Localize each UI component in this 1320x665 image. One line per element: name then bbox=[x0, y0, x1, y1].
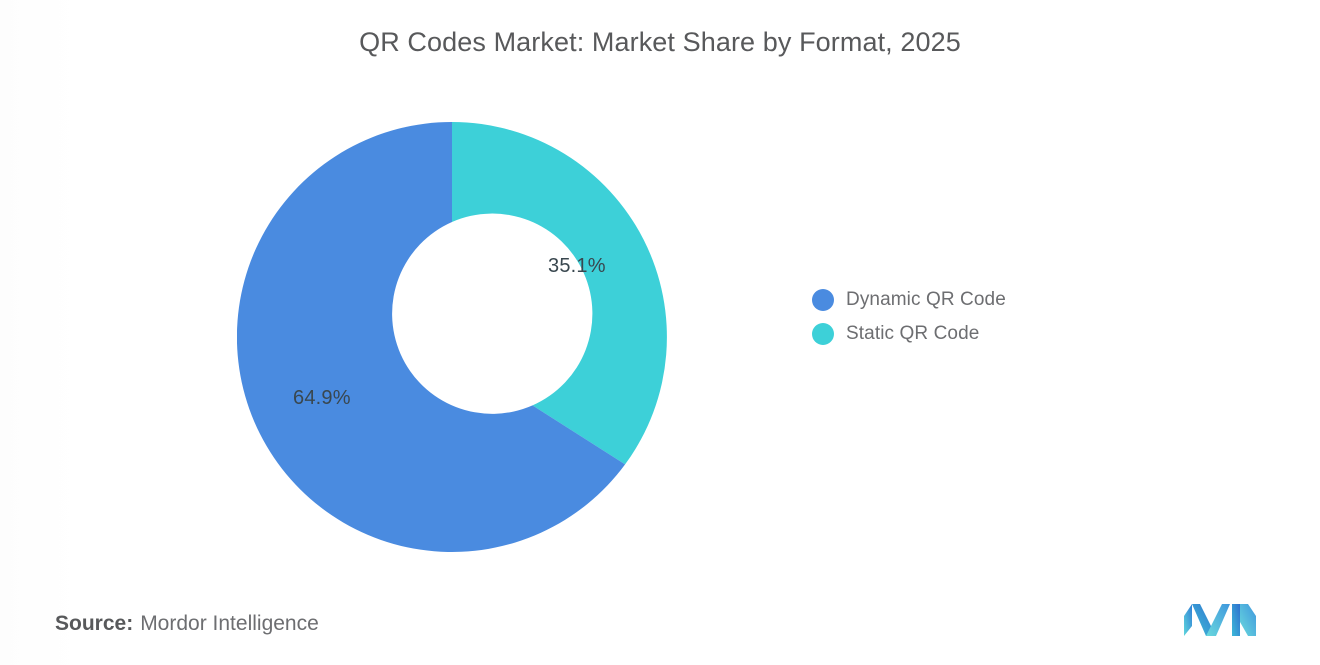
logo-svg bbox=[1184, 604, 1256, 636]
donut-label-static-qr-code: 35.1% bbox=[548, 255, 606, 277]
donut-slice-dynamic-qr-code[interactable] bbox=[237, 122, 626, 552]
donut-label-dynamic-qr-code: 64.9% bbox=[293, 387, 351, 409]
mordor-intelligence-logo-icon bbox=[1184, 600, 1256, 638]
chart-title: QR Codes Market: Market Share by Format,… bbox=[359, 27, 961, 57]
source-label: Source: bbox=[55, 612, 134, 635]
legend-label-dynamic-qr-code: Dynamic QR Code bbox=[846, 289, 1006, 310]
source-note: Source: Mordor Intelligence bbox=[55, 612, 319, 636]
legend-swatch-icon-dynamic-qr-code bbox=[812, 289, 834, 311]
donut-chart: 35.1% 64.9% bbox=[237, 122, 667, 552]
donut-chart-svg bbox=[237, 122, 667, 552]
source-value: Mordor Intelligence bbox=[140, 612, 319, 635]
donut-slice-static-qr-code[interactable] bbox=[452, 122, 667, 465]
chart-legend: Dynamic QR Code Static QR Code bbox=[812, 283, 1112, 351]
legend-item-static-qr-code[interactable]: Static QR Code bbox=[812, 317, 1112, 351]
legend-item-dynamic-qr-code[interactable]: Dynamic QR Code bbox=[812, 283, 1112, 317]
legend-swatch-icon-static-qr-code bbox=[812, 323, 834, 345]
legend-label-static-qr-code: Static QR Code bbox=[846, 323, 980, 344]
